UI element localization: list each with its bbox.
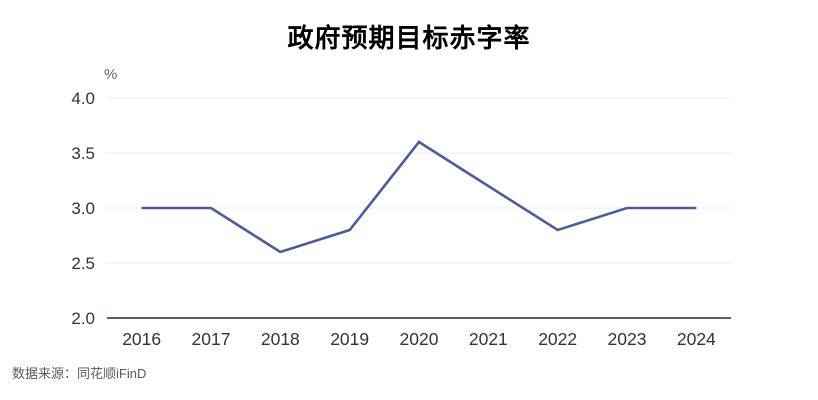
y-tick-label: 2.0 (71, 309, 95, 328)
y-tick-label: 4.0 (71, 89, 95, 108)
x-tick-label: 2022 (538, 329, 577, 349)
x-tick-label: 2016 (122, 329, 161, 349)
x-tick-label: 2020 (400, 329, 439, 349)
x-tick-label: 2019 (330, 329, 369, 349)
y-tick-label: 2.5 (71, 254, 95, 273)
series-line (141, 140, 697, 254)
x-tick-label: 2017 (192, 329, 231, 349)
chart-title: 政府预期目标赤字率 (287, 23, 531, 53)
x-tick-label: 2021 (469, 329, 508, 349)
y-tick-label: 3.5 (71, 144, 95, 163)
y-axis-unit-label: % (104, 66, 117, 83)
y-tick-label: 3.0 (71, 199, 95, 218)
x-tick-label: 2024 (677, 329, 716, 349)
x-tick-label: 2023 (608, 329, 647, 349)
x-tick-label: 2018 (261, 329, 300, 349)
data-source-label: 数据来源：同花顺iFinD (12, 366, 147, 381)
